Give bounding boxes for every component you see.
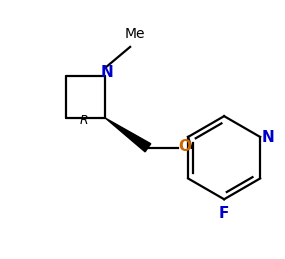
- Text: O: O: [178, 139, 191, 154]
- Text: F: F: [219, 206, 229, 221]
- Text: N: N: [101, 65, 114, 80]
- Polygon shape: [105, 118, 151, 152]
- Text: R: R: [79, 114, 88, 127]
- Text: N: N: [262, 131, 274, 145]
- Text: Me: Me: [125, 27, 145, 41]
